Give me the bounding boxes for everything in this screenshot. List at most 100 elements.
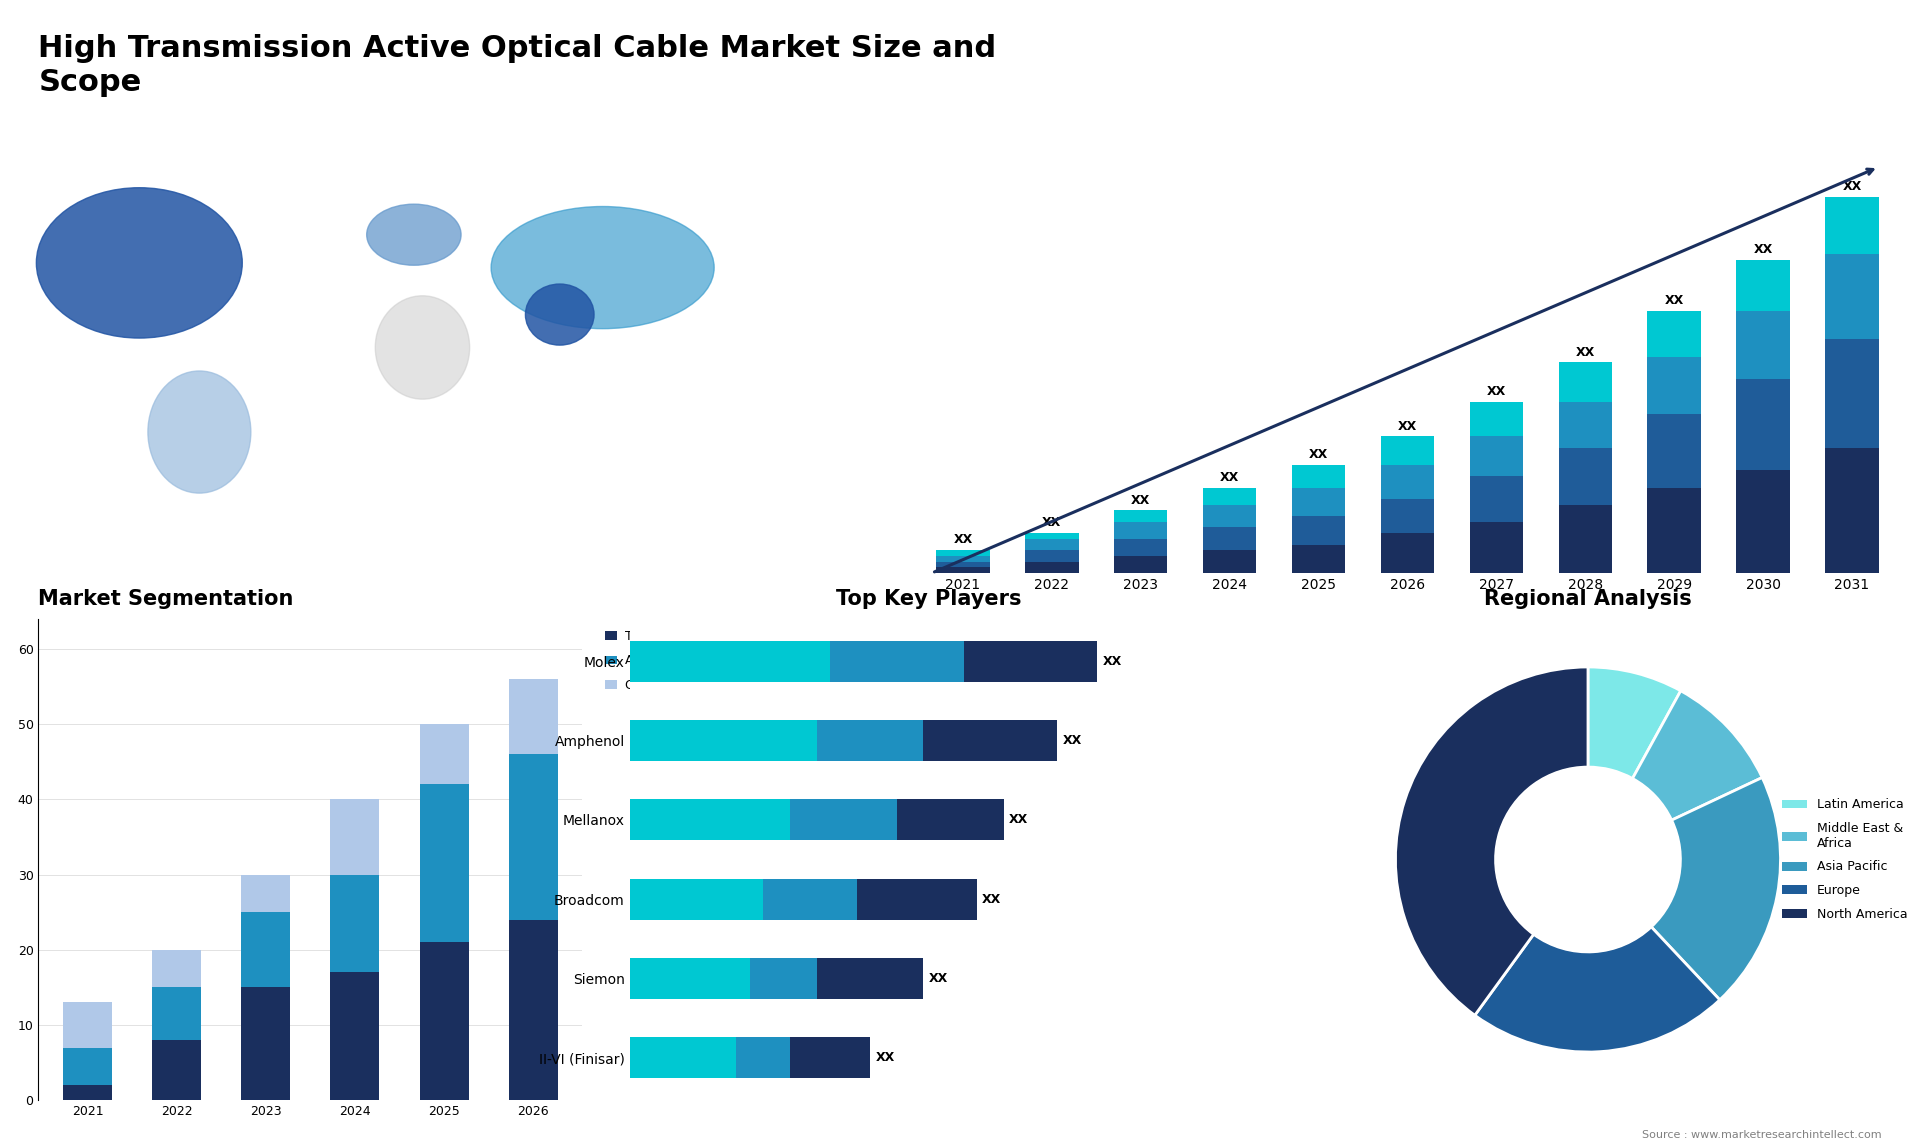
Ellipse shape (374, 296, 470, 399)
Text: XX: XX (1008, 814, 1029, 826)
Bar (630, 720, 816, 761)
Bar (420, 784, 468, 942)
Bar (1469, 402, 1523, 437)
Bar (152, 950, 202, 988)
Text: XX: XX (1309, 448, 1329, 461)
Bar (1647, 311, 1701, 356)
Bar (1736, 311, 1789, 379)
Bar (1025, 550, 1079, 562)
Bar (630, 879, 856, 920)
Bar (630, 720, 1058, 761)
Bar (630, 958, 751, 999)
Bar (1559, 504, 1613, 573)
Bar (630, 799, 1004, 840)
Text: XX: XX (1043, 517, 1062, 529)
Bar (242, 912, 290, 988)
Bar (1025, 539, 1079, 550)
Bar (1204, 504, 1256, 527)
Bar (1380, 437, 1434, 465)
Bar (1025, 562, 1079, 573)
Text: XX: XX (1576, 345, 1596, 359)
Bar (1292, 516, 1346, 544)
Bar (509, 919, 557, 1100)
Bar (1559, 362, 1613, 402)
Bar (1204, 527, 1256, 550)
Bar (1826, 254, 1878, 339)
Text: INTELLECT: INTELLECT (1776, 73, 1839, 84)
Bar (1736, 260, 1789, 311)
Bar (1292, 544, 1346, 573)
Bar (630, 1037, 789, 1078)
Bar (152, 1041, 202, 1100)
Bar (1647, 414, 1701, 487)
Bar (63, 1003, 111, 1047)
Bar (1204, 487, 1256, 504)
Bar (1736, 379, 1789, 471)
Bar (152, 988, 202, 1041)
Circle shape (1496, 767, 1680, 952)
Bar (937, 550, 989, 556)
Text: XX: XX (1398, 419, 1417, 432)
Bar (1380, 533, 1434, 573)
Bar (1647, 487, 1701, 573)
Bar (242, 874, 290, 912)
Bar (1647, 356, 1701, 414)
Bar (1292, 465, 1346, 487)
Bar (63, 1047, 111, 1085)
Bar (1469, 521, 1523, 573)
Bar (630, 879, 977, 920)
Bar (1114, 556, 1167, 573)
Bar (630, 958, 816, 999)
Wedge shape (1632, 691, 1763, 821)
Bar (630, 799, 897, 840)
Title: Regional Analysis: Regional Analysis (1484, 589, 1692, 609)
Bar (1114, 510, 1167, 521)
Text: XX: XX (1102, 654, 1121, 668)
Bar (630, 641, 964, 682)
Bar (1469, 437, 1523, 477)
Bar (937, 567, 989, 573)
Text: Market Segmentation: Market Segmentation (38, 589, 294, 609)
Text: XX: XX (1219, 471, 1238, 484)
Text: XX: XX (983, 893, 1002, 905)
Bar (1380, 499, 1434, 533)
Ellipse shape (492, 206, 714, 329)
Bar (509, 678, 557, 754)
Bar (330, 972, 380, 1100)
Wedge shape (1475, 927, 1720, 1052)
Text: XX: XX (1665, 295, 1684, 307)
Text: XX: XX (876, 1051, 895, 1065)
Bar (420, 724, 468, 784)
Text: XX: XX (1062, 735, 1081, 747)
Ellipse shape (367, 204, 461, 265)
Text: XX: XX (929, 972, 948, 984)
Bar (630, 958, 924, 999)
Bar (1114, 521, 1167, 539)
Bar (242, 988, 290, 1100)
Wedge shape (1651, 777, 1780, 999)
Bar (1025, 533, 1079, 539)
Wedge shape (1396, 667, 1588, 1015)
Legend: Latin America, Middle East &
Africa, Asia Pacific, Europe, North America: Latin America, Middle East & Africa, Asi… (1778, 793, 1912, 926)
Ellipse shape (148, 371, 252, 493)
Bar (1204, 550, 1256, 573)
Text: Source : www.marketresearchintellect.com: Source : www.marketresearchintellect.com (1642, 1130, 1882, 1140)
Bar (1559, 402, 1613, 448)
Wedge shape (1588, 667, 1680, 778)
Ellipse shape (526, 284, 593, 345)
Bar (630, 641, 829, 682)
Bar (509, 754, 557, 919)
Bar (330, 800, 380, 874)
Title: Top Key Players: Top Key Players (835, 589, 1021, 609)
Bar (1469, 477, 1523, 521)
Bar (630, 799, 789, 840)
Bar (630, 720, 924, 761)
Bar (937, 556, 989, 562)
Bar (1114, 539, 1167, 556)
Text: XX: XX (1486, 385, 1505, 399)
Bar (63, 1085, 111, 1100)
Bar (1826, 339, 1878, 448)
Bar (630, 1037, 870, 1078)
Bar (1826, 197, 1878, 254)
Text: XX: XX (1843, 180, 1862, 194)
